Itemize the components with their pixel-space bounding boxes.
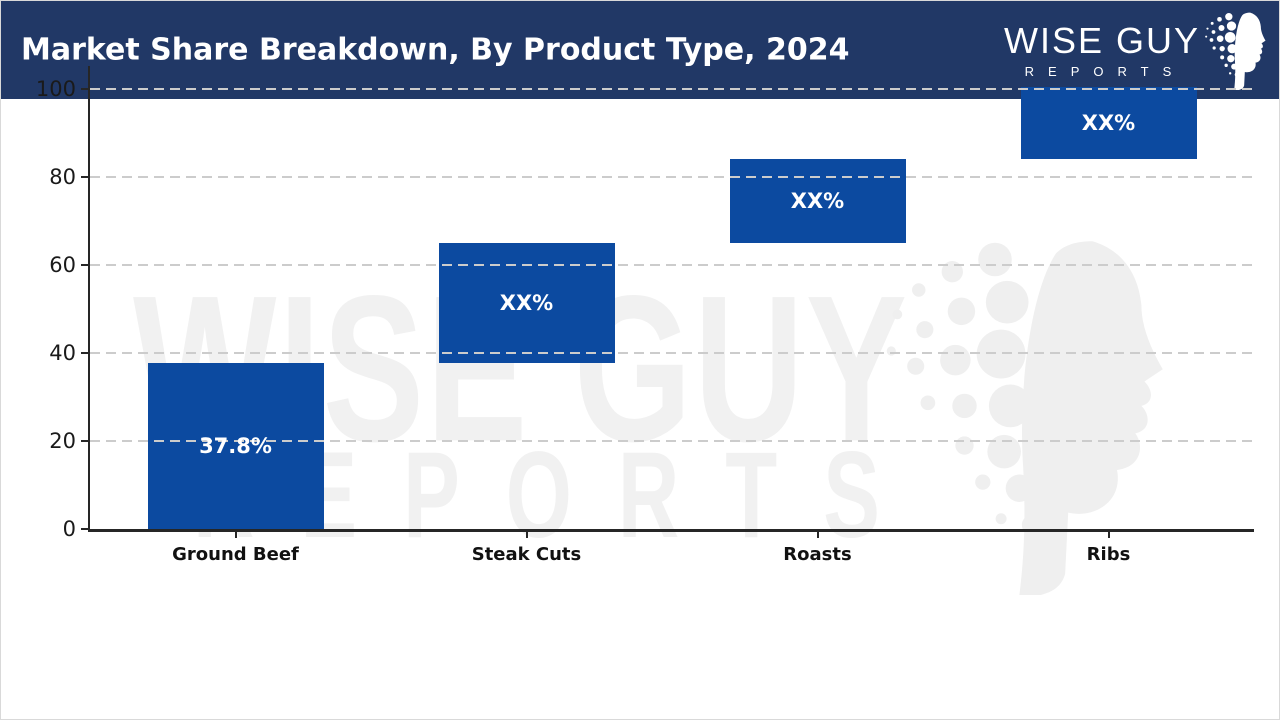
y-tick-mark: [81, 440, 89, 442]
bar-steak-cuts: [438, 243, 615, 363]
y-tick-mark: [81, 352, 89, 354]
gridline-20: [90, 440, 1254, 442]
y-tick-mark: [81, 88, 89, 90]
y-tick-label: 20: [49, 429, 76, 453]
logo-subtitle: REPORTS: [1024, 63, 1186, 79]
bar-value-label: 37.8%: [199, 433, 272, 458]
y-tick-mark: [81, 264, 89, 266]
y-tick-label: 40: [49, 341, 76, 365]
logo-head-icon: [1205, 12, 1266, 90]
x-tick-mark: [1107, 531, 1110, 538]
bar-ribs: [1020, 86, 1197, 160]
bar-value-label: XX%: [1081, 111, 1136, 136]
x-category-label: Ground Beef: [172, 544, 299, 565]
x-category-label: Steak Cuts: [471, 544, 582, 565]
x-tick-mark: [816, 531, 819, 538]
header-bar: Market Share Breakdown, By Product Type,…: [1, 1, 1279, 99]
bar-value-label: XX%: [499, 290, 554, 315]
logo-wordmark: WISE GUY: [1003, 19, 1200, 61]
bar-value-label: XX%: [790, 189, 845, 214]
logo-text: WISE GUY REPORTS: [1003, 19, 1200, 79]
bar-roasts: [729, 159, 906, 243]
y-axis-line: [88, 66, 90, 532]
gridline-40: [90, 352, 1254, 354]
y-tick-label: 100: [35, 77, 76, 101]
y-tick-label: 60: [49, 253, 76, 277]
y-tick-mark: [81, 176, 89, 178]
x-axis-line: [88, 529, 1254, 532]
x-category-label: Ribs: [1086, 544, 1131, 565]
watermark-head-icon: [886, 241, 1163, 595]
chart-title: Market Share Breakdown, By Product Type,…: [21, 32, 850, 68]
x-tick-mark: [525, 531, 528, 538]
logo: WISE GUY REPORTS: [1004, 10, 1269, 90]
x-tick-mark: [234, 531, 237, 538]
x-category-label: Roasts: [783, 544, 852, 565]
gridline-60: [90, 264, 1254, 266]
gridline-100: [90, 88, 1254, 90]
y-tick-label: 80: [49, 165, 76, 189]
bar-ground-beef: [147, 362, 324, 529]
gridline-80: [90, 176, 1254, 178]
y-tick-label: 0: [62, 517, 76, 541]
y-tick-mark: [81, 528, 89, 530]
